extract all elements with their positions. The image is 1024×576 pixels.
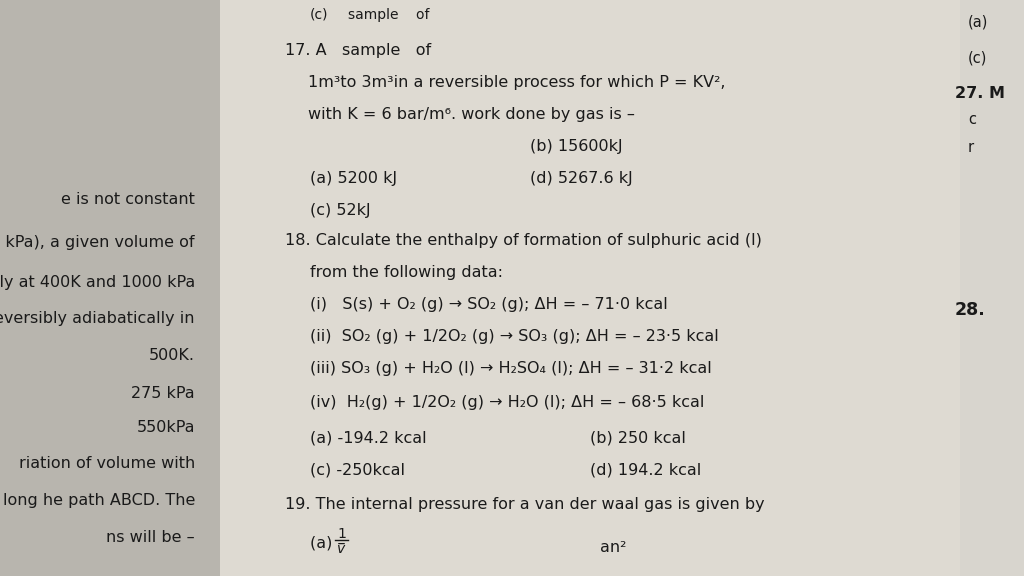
Text: (b) 15600kJ: (b) 15600kJ [530,138,623,153]
Text: (c): (c) [968,51,987,66]
Text: eversibly adiabatically in: eversibly adiabatically in [0,310,195,325]
Text: e is not constant: e is not constant [61,192,195,207]
Text: lly at 400K and 1000 kPa: lly at 400K and 1000 kPa [0,275,195,290]
Text: 275 kPa: 275 kPa [131,385,195,400]
Text: v: v [337,542,345,556]
Text: (ii)  SO₂ (g) + 1/2O₂ (g) → SO₃ (g); ΔH = – 23·5 kcal: (ii) SO₂ (g) + 1/2O₂ (g) → SO₃ (g); ΔH =… [310,328,719,343]
Text: 1: 1 [337,527,346,541]
Text: 18. Calculate the enthalpy of formation of sulphuric acid (l): 18. Calculate the enthalpy of formation … [285,233,762,248]
Text: (a) 5200 kJ: (a) 5200 kJ [310,170,397,185]
Text: 17. A   sample   of: 17. A sample of [285,43,431,58]
Text: (a): (a) [968,14,988,29]
Text: r: r [968,141,974,156]
Text: long he path ABCD. The: long he path ABCD. The [3,492,195,507]
Text: 28.: 28. [955,301,986,319]
Text: (b) 250 kcal: (b) 250 kcal [590,430,686,445]
Text: (iv)  H₂(g) + 1/2O₂ (g) → H₂O (l); ΔH = – 68·5 kcal: (iv) H₂(g) + 1/2O₂ (g) → H₂O (l); ΔH = –… [310,395,705,410]
Text: (iii) SO₃ (g) + H₂O (l) → H₂SO₄ (l); ΔH = – 31·2 kcal: (iii) SO₃ (g) + H₂O (l) → H₂SO₄ (l); ΔH … [310,361,712,376]
Text: (i)   S(s) + O₂ (g) → SO₂ (g); ΔH = – 71·0 kcal: (i) S(s) + O₂ (g) → SO₂ (g); ΔH = – 71·0… [310,297,668,312]
Text: an²: an² [600,540,627,555]
Text: (d) 194.2 kcal: (d) 194.2 kcal [590,463,701,478]
Text: 500K.: 500K. [150,347,195,362]
Text: n kPa), a given volume of: n kPa), a given volume of [0,236,195,251]
Bar [0,0,220,576]
Text: c: c [968,112,976,127]
Text: (d) 5267.6 kJ: (d) 5267.6 kJ [530,170,633,185]
Text: (c) -250kcal: (c) -250kcal [310,463,406,478]
Text: from the following data:: from the following data: [310,264,503,279]
Text: with K = 6 bar/m⁶. work done by gas is –: with K = 6 bar/m⁶. work done by gas is – [308,107,635,122]
Bar [961,0,1024,576]
Text: ns will be –: ns will be – [106,529,195,544]
Text: (c): (c) [310,8,329,22]
Text: (a) –: (a) – [310,536,345,551]
Text: 27. M: 27. M [955,85,1005,100]
Text: riation of volume with: riation of volume with [18,457,195,472]
Text: (c) 52kJ: (c) 52kJ [310,203,371,218]
Text: (a) -194.2 kcal: (a) -194.2 kcal [310,430,427,445]
Text: sample    of: sample of [348,8,429,22]
Text: 19. The internal pressure for a van der waal gas is given by: 19. The internal pressure for a van der … [285,497,765,511]
Text: 550kPa: 550kPa [136,420,195,435]
Text: 1m³to 3m³in a reversible process for which P = KV²,: 1m³to 3m³in a reversible process for whi… [308,74,725,89]
